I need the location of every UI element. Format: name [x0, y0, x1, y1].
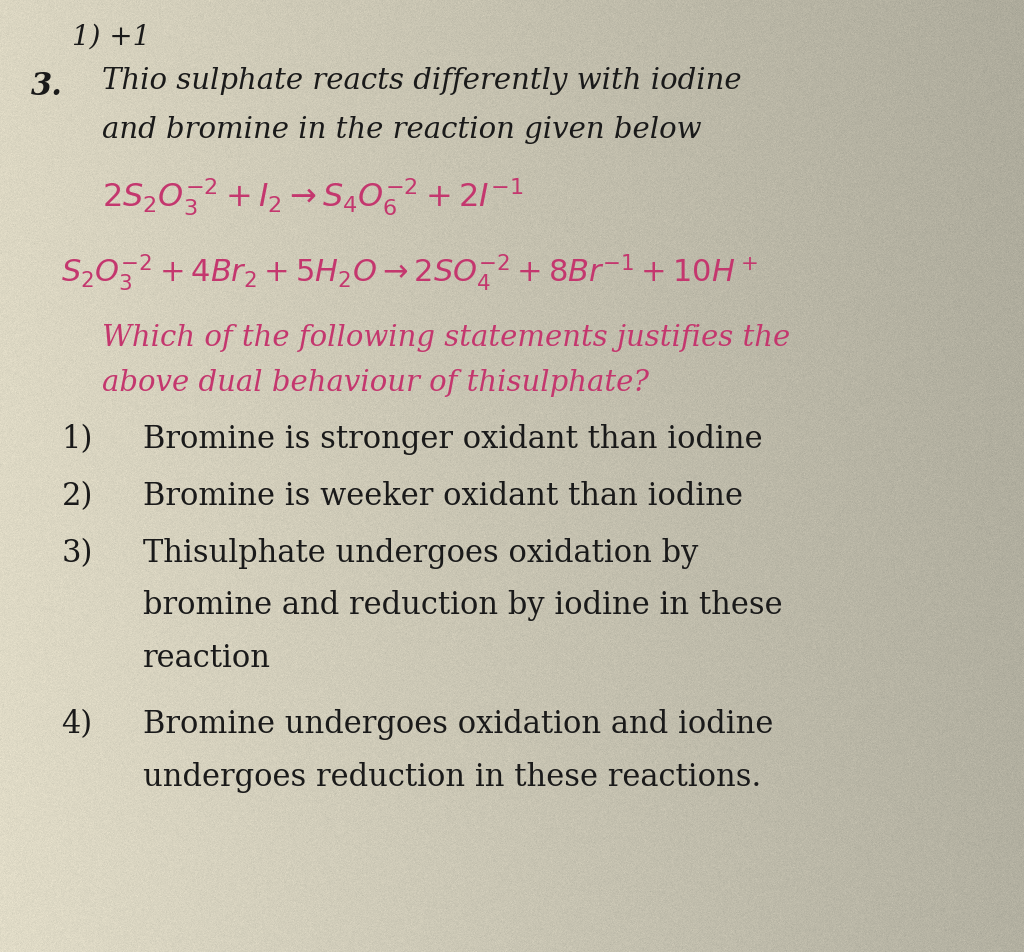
Text: 4): 4)	[61, 709, 92, 741]
Text: Bromine is weeker oxidant than iodine: Bromine is weeker oxidant than iodine	[143, 481, 743, 512]
Text: $\mathit{2S_2O_3^{-2}+I_2 \rightarrow S_4O_6^{-2}+2I^{-1}}$: $\mathit{2S_2O_3^{-2}+I_2 \rightarrow S_…	[102, 176, 523, 218]
Text: Which of the following statements justifies the: Which of the following statements justif…	[102, 324, 791, 351]
Text: reaction: reaction	[143, 643, 271, 674]
Text: 3.: 3.	[31, 71, 62, 103]
Text: Thio sulphate reacts differently with iodine: Thio sulphate reacts differently with io…	[102, 67, 742, 94]
Text: Bromine is stronger oxidant than iodine: Bromine is stronger oxidant than iodine	[143, 424, 763, 455]
Text: and bromine in the reaction given below: and bromine in the reaction given below	[102, 116, 701, 144]
Text: $\mathit{S_2O_3^{-2}+4Br_2+5H_2O \rightarrow 2SO_4^{-2}+8Br^{-1}+10H^+}$: $\mathit{S_2O_3^{-2}+4Br_2+5H_2O \righta…	[61, 252, 759, 293]
Text: Bromine undergoes oxidation and iodine: Bromine undergoes oxidation and iodine	[143, 709, 774, 741]
Text: undergoes reduction in these reactions.: undergoes reduction in these reactions.	[143, 762, 762, 793]
Text: above dual behaviour of thisulphate?: above dual behaviour of thisulphate?	[102, 369, 649, 397]
Text: Thisulphate undergoes oxidation by: Thisulphate undergoes oxidation by	[143, 538, 698, 569]
Text: 1): 1)	[61, 424, 93, 455]
Text: 1) +1: 1) +1	[72, 24, 150, 50]
Text: 3): 3)	[61, 538, 93, 569]
Text: bromine and reduction by iodine in these: bromine and reduction by iodine in these	[143, 590, 783, 622]
Text: 2): 2)	[61, 481, 93, 512]
